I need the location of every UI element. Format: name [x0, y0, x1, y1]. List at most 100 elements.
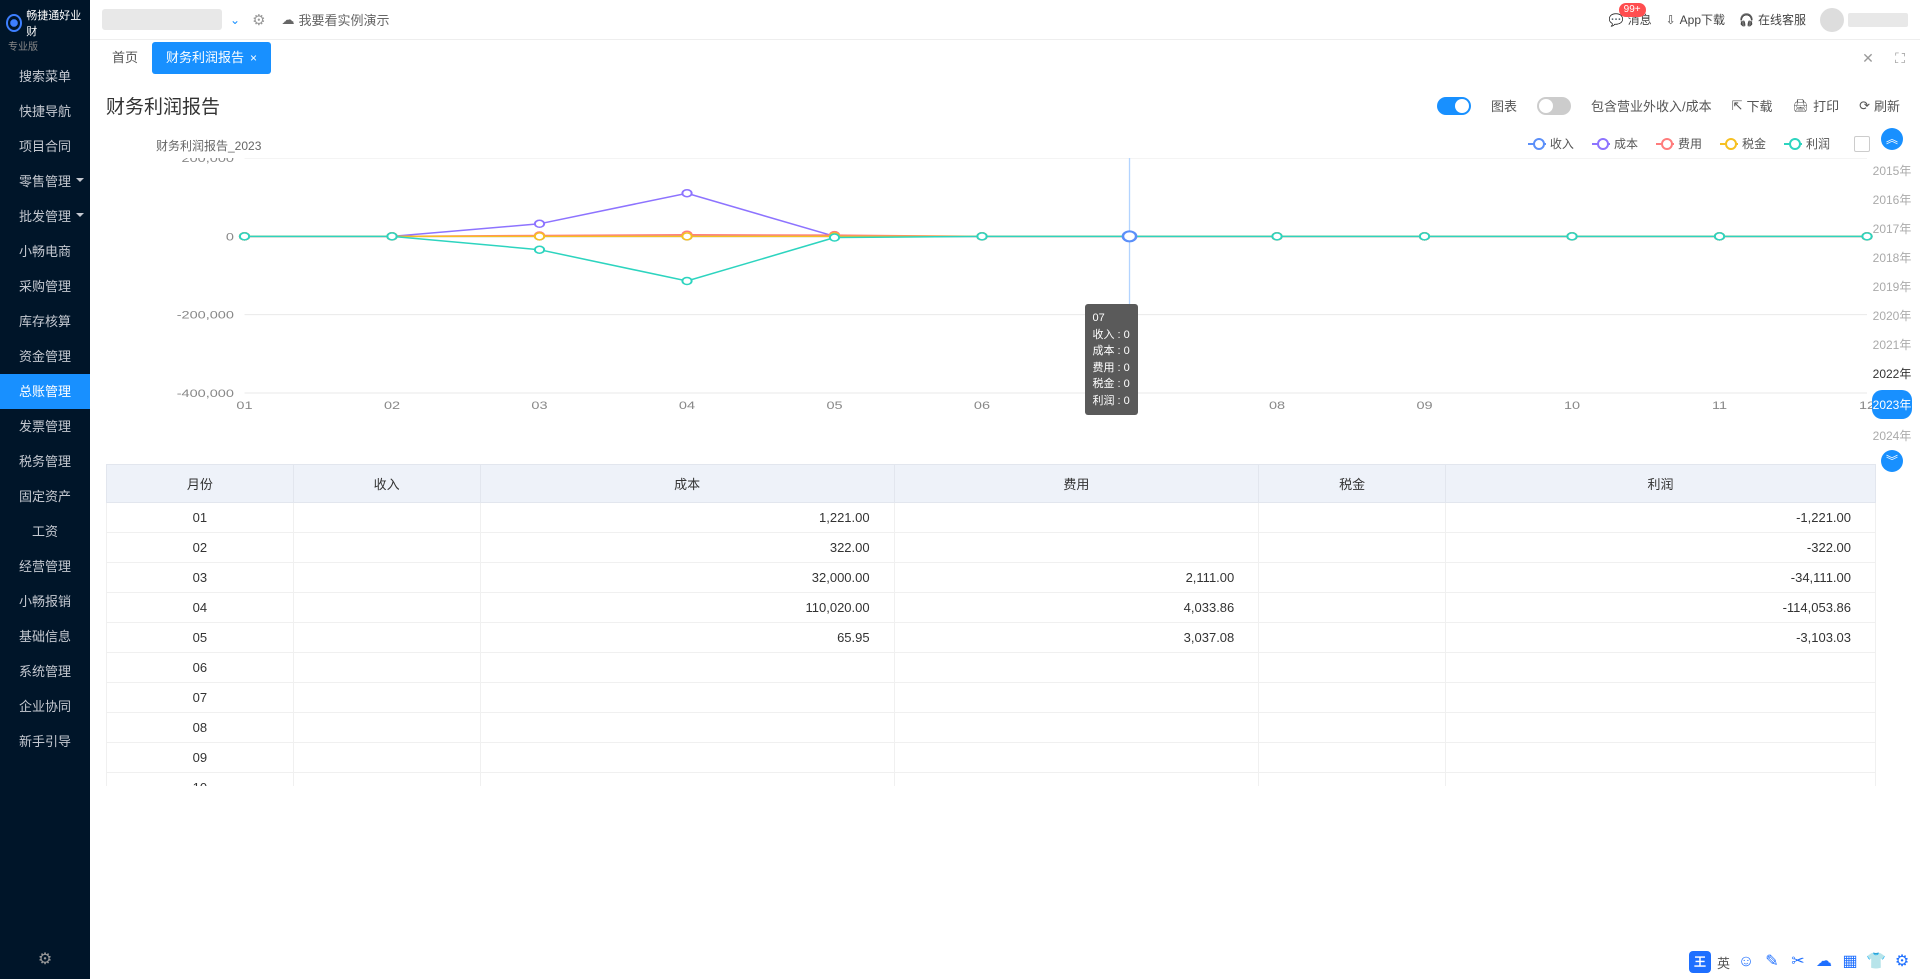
messages-badge: 99+	[1619, 3, 1646, 17]
cloud-icon: ☁	[282, 12, 295, 28]
chart-area: 财务利润报告_2023 收入成本费用税金利润 -400,000-200,0000…	[106, 129, 1900, 456]
ime-toolbar: 王 英 ☺ ✎ ✂ ☁ ▦ 👕 ⚙	[1689, 951, 1912, 973]
topbar: ⌄ ⚙ ☁ 我要看实例演示 💬 消息 99+ ⇩ App下载 🎧 在线客服	[90, 0, 1920, 40]
page-title: 财务利润报告	[106, 92, 220, 119]
external-toggle[interactable]	[1537, 97, 1571, 115]
sidebar-item-gl[interactable]: 总账管理	[0, 374, 90, 409]
year-option[interactable]: 2022年	[1870, 359, 1914, 388]
legend-item[interactable]: 收入	[1528, 135, 1574, 152]
sidebar-item-tax[interactable]: 税务管理	[0, 444, 90, 479]
year-option[interactable]: 2015年	[1870, 156, 1914, 185]
year-option[interactable]: 2021年	[1870, 330, 1914, 359]
chart-legend: 收入 成本 费用 税金 利润	[1528, 135, 1870, 152]
tab-close-icon[interactable]: ×	[250, 51, 257, 65]
brand-logo-icon	[6, 14, 22, 32]
sidebar-item-purchase[interactable]: 采购管理	[0, 269, 90, 304]
year-option[interactable]: 2020年	[1870, 301, 1914, 330]
year-scroll-down-icon[interactable]: ︾	[1881, 450, 1903, 472]
online-support-button[interactable]: 🎧 在线客服	[1739, 11, 1806, 28]
year-option[interactable]: 2023年	[1872, 390, 1912, 419]
table-header: 费用	[894, 465, 1259, 503]
print-button[interactable]: 🖨打印	[1793, 96, 1840, 115]
download-icon: ⇩	[1666, 13, 1676, 27]
external-toggle-label: 包含营业外收入/成本	[1591, 96, 1712, 115]
table-row: 07	[107, 683, 1876, 713]
profit-table: 月份收入成本费用税金利润 011,221.00-1,221.0002322.00…	[106, 464, 1876, 786]
ime-smile-icon[interactable]: ☺	[1736, 952, 1756, 972]
legend-item[interactable]: 费用	[1656, 135, 1702, 152]
sidebar-item-contract[interactable]: 项目合同	[0, 129, 90, 164]
legend-item[interactable]: 利润	[1784, 135, 1830, 152]
year-option[interactable]: 2017年	[1870, 214, 1914, 243]
sidebar-item-asset[interactable]: 固定资产	[0, 479, 90, 514]
table-row: 02322.00-322.00	[107, 533, 1876, 563]
chart-toggle[interactable]	[1437, 97, 1471, 115]
ime-grid-icon[interactable]: ▦	[1840, 952, 1860, 972]
svg-text:09: 09	[1416, 399, 1432, 412]
tab[interactable]: 财务利润报告×	[152, 42, 271, 74]
app-download-button[interactable]: ⇩ App下载	[1666, 11, 1725, 28]
svg-text:0: 0	[226, 230, 234, 243]
sidebar-item-invoice[interactable]: 发票管理	[0, 409, 90, 444]
year-option[interactable]: 2016年	[1870, 185, 1914, 214]
sidebar-item-coop[interactable]: 企业协同	[0, 689, 90, 724]
refresh-icon: ⟳	[1859, 98, 1870, 114]
sidebar-item-retail[interactable]: 零售管理	[0, 164, 90, 199]
print-icon: 🖨	[1793, 98, 1810, 114]
legend-item[interactable]: 税金	[1720, 135, 1766, 152]
svg-text:10: 10	[1564, 399, 1580, 412]
profit-chart[interactable]: -400,000-200,0000200,0000102030405060708…	[106, 158, 1900, 448]
ime-gear-icon[interactable]: ⚙	[1892, 952, 1912, 972]
svg-text:200,000: 200,000	[182, 158, 234, 165]
fullscreen-icon[interactable]: ⛶	[1888, 46, 1912, 70]
sidebar-item-biz[interactable]: 经营管理	[0, 549, 90, 584]
legend-toggle-icon[interactable]	[1854, 136, 1870, 152]
tab[interactable]: 首页	[98, 40, 152, 76]
user-menu[interactable]	[1820, 8, 1908, 32]
ime-edit-icon[interactable]: ✎	[1762, 952, 1782, 972]
year-option[interactable]: 2024年	[1870, 421, 1914, 450]
org-selector[interactable]	[102, 9, 222, 30]
org-settings-icon[interactable]: ⚙	[252, 11, 265, 29]
ime-shirt-icon[interactable]: 👕	[1866, 952, 1886, 972]
sidebar-item-guide[interactable]: 新手引导	[0, 724, 90, 759]
sidebar-item-base[interactable]: 基础信息	[0, 619, 90, 654]
download-icon: ⇱	[1732, 98, 1743, 114]
sidebar-item-sys[interactable]: 系统管理	[0, 654, 90, 689]
svg-text:08: 08	[1269, 399, 1285, 412]
sidebar-item-expense[interactable]: 小畅报销	[0, 584, 90, 619]
svg-text:01: 01	[236, 399, 252, 412]
sidebar-item-search[interactable]: 搜索菜单	[0, 59, 90, 94]
year-option[interactable]: 2018年	[1870, 243, 1914, 272]
ime-cloud-icon[interactable]: ☁	[1814, 952, 1834, 972]
settings-gear-icon[interactable]: ⚙	[0, 949, 90, 969]
table-header: 收入	[293, 465, 480, 503]
ime-lang[interactable]: 英	[1717, 953, 1730, 972]
avatar-icon	[1820, 8, 1844, 32]
sidebar-item-wholesale[interactable]: 批发管理	[0, 199, 90, 234]
sidebar-item-inventory[interactable]: 库存核算	[0, 304, 90, 339]
legend-item[interactable]: 成本	[1592, 135, 1638, 152]
table-header: 利润	[1446, 465, 1876, 503]
brand-edition: 专业版	[0, 38, 90, 53]
content: 财务利润报告 图表 包含营业外收入/成本 ⇱下载 🖨打印 ⟳刷新 财务利润报告_…	[90, 76, 1920, 979]
sidebar-item-funds[interactable]: 资金管理	[0, 339, 90, 374]
sidebar-item-ecom[interactable]: 小畅电商	[0, 234, 90, 269]
svg-text:-400,000: -400,000	[177, 387, 234, 400]
refresh-button[interactable]: ⟳刷新	[1859, 96, 1900, 115]
year-option[interactable]: 2019年	[1870, 272, 1914, 301]
brand-name: 畅捷通好业财	[26, 7, 84, 39]
download-button[interactable]: ⇱下载	[1732, 96, 1773, 115]
svg-text:11: 11	[1712, 399, 1727, 412]
ime-cut-icon[interactable]: ✂	[1788, 952, 1808, 972]
sidebar-item-quicknav[interactable]: 快捷导航	[0, 94, 90, 129]
ime-king-icon[interactable]: 王	[1689, 951, 1711, 973]
org-dropdown-icon[interactable]: ⌄	[230, 13, 240, 27]
tab-close-all-icon[interactable]: ✕	[1856, 46, 1880, 70]
messages-button[interactable]: 💬 消息 99+	[1609, 11, 1652, 28]
svg-text:-200,000: -200,000	[177, 308, 234, 321]
table-row: 04110,020.004,033.86-114,053.86	[107, 593, 1876, 623]
year-scroll-up-icon[interactable]: ︽	[1881, 128, 1903, 150]
demo-link[interactable]: ☁ 我要看实例演示	[282, 10, 390, 29]
sidebar-item-salary[interactable]: 工资	[0, 514, 90, 549]
